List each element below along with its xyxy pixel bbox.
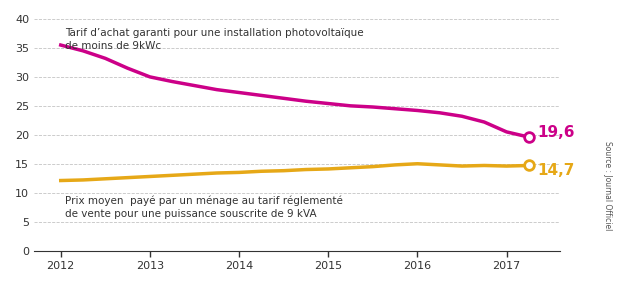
Text: Source : Journal Officiel: Source : Journal Officiel [603,141,612,231]
Text: 14,7: 14,7 [538,163,575,178]
Text: 19,6: 19,6 [538,125,575,140]
Text: Prix moyen  payé par un ménage au tarif réglementé
de vente pour une puissance s: Prix moyen payé par un ménage au tarif r… [65,196,343,219]
Text: Tarif d’achat garanti pour une installation photovoltaïque
de moins de 9kWc: Tarif d’achat garanti pour une installat… [65,28,364,51]
